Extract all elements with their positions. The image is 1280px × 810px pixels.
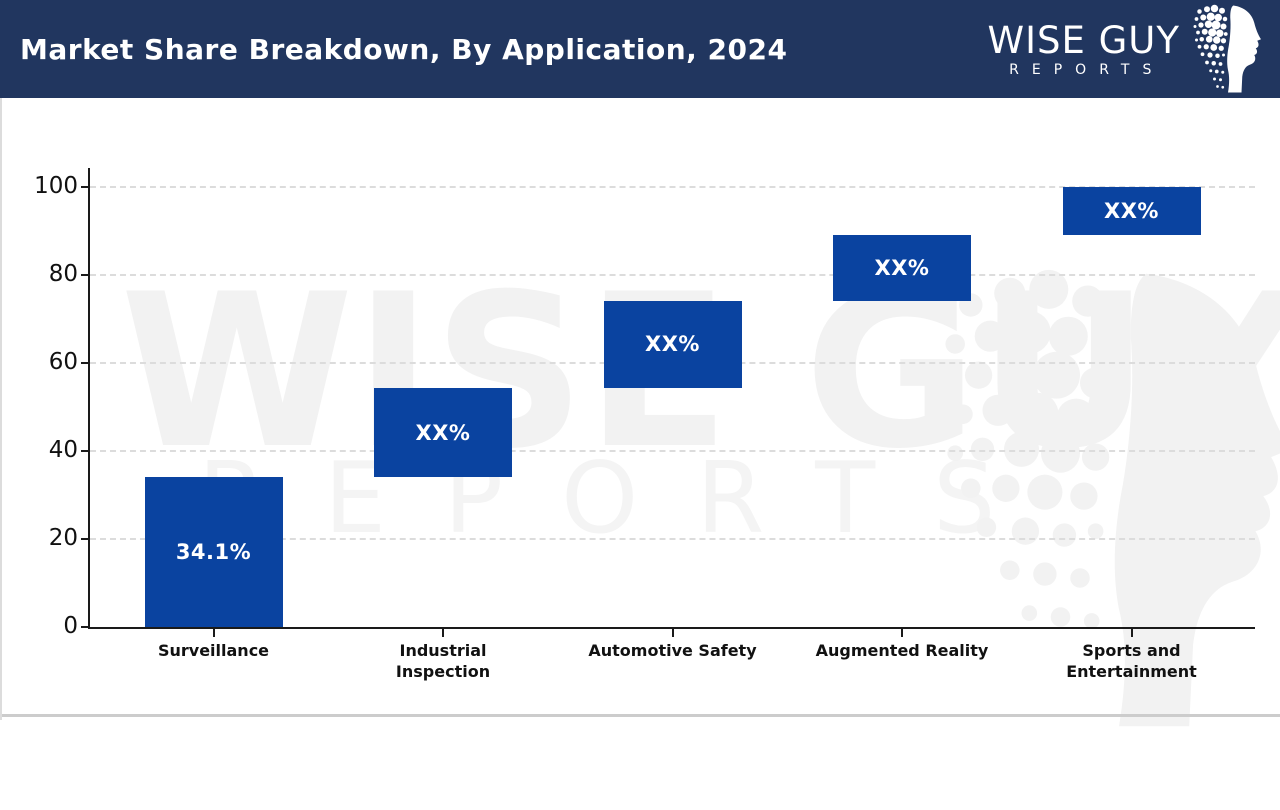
y-axis-tick-mark bbox=[81, 450, 90, 452]
bar-sports-and-entertainment: XX% bbox=[1062, 187, 1201, 235]
y-gridline bbox=[90, 186, 1255, 188]
brand-logo: WISE GUY REPORTS bbox=[988, 4, 1272, 94]
y-gridline bbox=[90, 274, 1255, 276]
x-axis-category-label: Surveillance bbox=[157, 641, 270, 660]
x-axis-category-label: Augmented Reality bbox=[815, 641, 989, 660]
waterfall-plot: 0 20 40 60 80 100 34.1% Surveillance XX% Industri… bbox=[2, 98, 1280, 720]
header-bar: Market Share Breakdown, By Application, … bbox=[0, 0, 1280, 98]
y-axis-tick-mark bbox=[81, 186, 90, 188]
bar-value-label: XX% bbox=[645, 332, 700, 357]
y-axis-tick-label: 60 bbox=[48, 349, 78, 375]
y-axis-tick-mark bbox=[81, 626, 90, 628]
y-axis-tick-label: 80 bbox=[48, 261, 78, 287]
bar-automotive-safety: XX% bbox=[603, 300, 742, 389]
x-axis-category-label: Automotive Safety bbox=[588, 641, 757, 660]
bar-industrial-inspection: XX% bbox=[374, 388, 512, 477]
bar-value-label: XX% bbox=[415, 420, 471, 445]
dotted-head-icon bbox=[1193, 4, 1261, 93]
brand-name: WISE GUY bbox=[987, 18, 1180, 62]
x-axis-category-label: Sports and Entertainment bbox=[1066, 641, 1197, 681]
x-axis-line bbox=[88, 627, 1255, 629]
bar-value-label: XX% bbox=[874, 255, 930, 280]
brand-logo-text: WISE GUY REPORTS bbox=[988, 22, 1180, 77]
y-axis-line bbox=[88, 168, 90, 629]
bar-surveillance: 34.1% bbox=[144, 476, 283, 627]
y-gridline bbox=[90, 538, 1255, 540]
report-page: Market Share Breakdown, By Application, … bbox=[0, 0, 1280, 727]
chart-area: WISE GUY REPORTS 02040608010034.1%Survei… bbox=[0, 98, 1280, 727]
y-axis-tick-label: 20 bbox=[48, 525, 78, 551]
x-axis-tick-mark bbox=[212, 629, 215, 637]
page-bottom-divider bbox=[2, 714, 1280, 717]
x-axis-category-label: Industrial Inspection bbox=[395, 641, 491, 681]
x-axis-tick-mark bbox=[901, 629, 903, 637]
y-axis-tick-mark bbox=[81, 274, 90, 276]
y-axis-tick-mark bbox=[81, 538, 90, 540]
bar-augmented-reality: XX% bbox=[833, 234, 971, 301]
bar-value-label: 34.1% bbox=[175, 539, 252, 564]
x-axis-tick-mark bbox=[1130, 629, 1133, 637]
x-axis-tick-mark bbox=[442, 629, 444, 637]
y-axis-tick-label: 40 bbox=[48, 437, 78, 463]
y-gridline bbox=[90, 450, 1255, 452]
page-title: Market Share Breakdown, By Application, … bbox=[20, 32, 788, 66]
y-axis-tick-label: 100 bbox=[34, 173, 78, 199]
y-axis-tick-label: 0 bbox=[63, 613, 78, 639]
bar-value-label: XX% bbox=[1104, 198, 1159, 223]
watermark-dotted-head bbox=[939, 269, 1280, 727]
watermark-subtitle-text: REPORTS bbox=[198, 442, 1054, 556]
y-axis-tick-mark bbox=[81, 362, 90, 364]
x-axis-tick-mark bbox=[671, 629, 674, 637]
brand-subtitle: REPORTS bbox=[1009, 61, 1165, 78]
